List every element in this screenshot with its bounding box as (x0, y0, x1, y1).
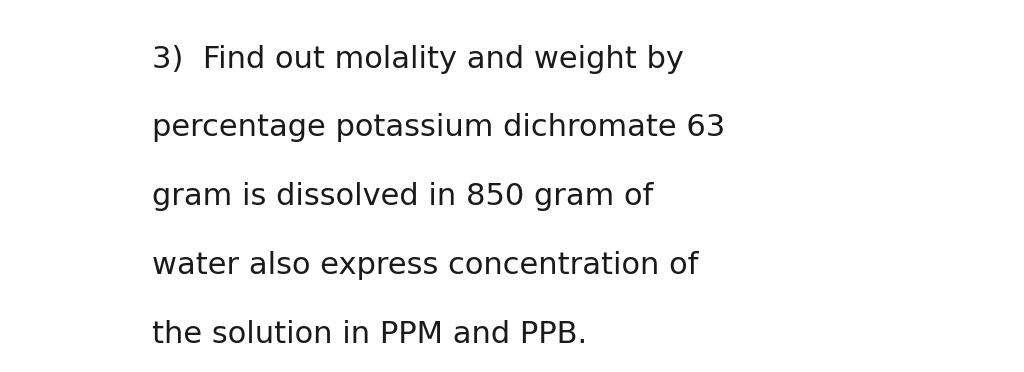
Text: gram is dissolved in 850 gram of: gram is dissolved in 850 gram of (152, 182, 653, 211)
Text: percentage potassium dichromate 63: percentage potassium dichromate 63 (152, 113, 725, 142)
Text: 3)  Find out molality and weight by: 3) Find out molality and weight by (152, 45, 683, 74)
Text: the solution in PPM and PPB.: the solution in PPM and PPB. (152, 320, 587, 349)
Text: water also express concentration of: water also express concentration of (152, 251, 698, 280)
